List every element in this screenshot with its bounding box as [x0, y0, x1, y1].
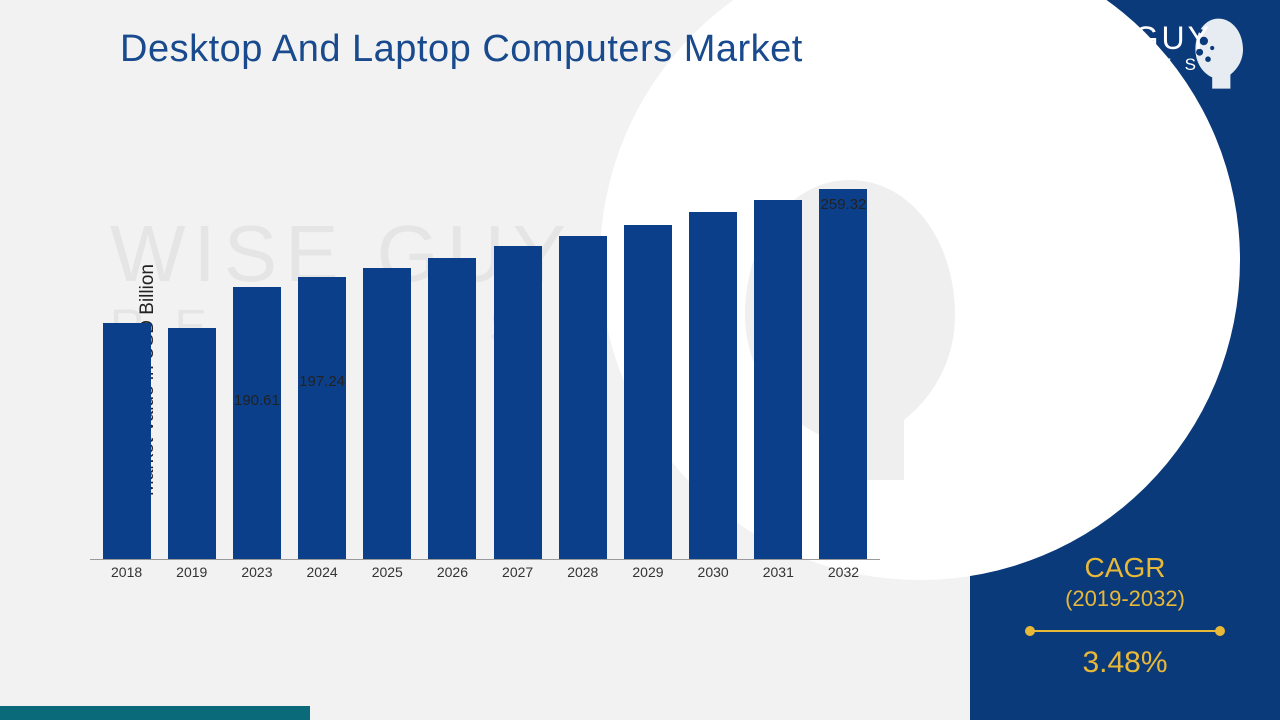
bar — [168, 328, 216, 559]
x-tick-label: 2024 — [290, 564, 355, 580]
bar — [624, 225, 672, 559]
cagr-divider — [1030, 630, 1220, 632]
x-tick-label: 2023 — [224, 564, 289, 580]
plot-region: 190.61 197.24 259.32 — [90, 160, 880, 560]
bar-wrap — [550, 236, 615, 559]
x-tick-label: 2030 — [681, 564, 746, 580]
x-tick-label: 2027 — [485, 564, 550, 580]
bar-wrap — [355, 268, 420, 559]
bar-wrap — [159, 328, 224, 559]
bar-wrap — [485, 246, 550, 559]
cagr-block: CAGR (2019-2032) 3.48% — [1010, 552, 1240, 680]
chart-area: Market Value in USD Billion 190.61197.24… — [60, 160, 880, 600]
x-tick-label: 2018 — [94, 564, 159, 580]
cagr-title: CAGR — [1010, 552, 1240, 584]
bar-wrap: 197.24 — [290, 277, 355, 559]
infographic-canvas: WISE GUY REPORTS Desktop And Laptop Comp… — [0, 0, 1280, 720]
bar — [754, 200, 802, 559]
x-tick-label: 2029 — [615, 564, 680, 580]
x-tick-label: 2032 — [811, 564, 876, 580]
bar — [103, 323, 151, 559]
x-tick-label: 2019 — [159, 564, 224, 580]
bar — [233, 287, 281, 559]
brand-block: WISE GUY REPORTS — [990, 20, 1250, 75]
bar — [689, 212, 737, 559]
bars-container: 190.61 197.24 259.32 — [90, 160, 880, 559]
chart-title: Desktop And Laptop Computers Market — [120, 28, 803, 71]
bar-value-label: 190.61 — [234, 392, 280, 409]
x-tick-label: 2028 — [550, 564, 615, 580]
x-tick-label: 2031 — [746, 564, 811, 580]
x-axis-labels: 2018201920232024202520262027202820292030… — [90, 564, 880, 580]
bar — [494, 246, 542, 559]
bar — [298, 277, 346, 559]
bar-wrap — [681, 212, 746, 559]
cagr-range: (2019-2032) — [1010, 586, 1240, 612]
bar — [819, 189, 867, 559]
cagr-value: 3.48% — [1010, 646, 1240, 680]
x-tick-label: 2025 — [355, 564, 420, 580]
bar-wrap — [420, 258, 485, 559]
bar — [428, 258, 476, 559]
bar-wrap — [94, 323, 159, 559]
bar-wrap — [615, 225, 680, 559]
bar-value-label: 259.32 — [821, 196, 867, 213]
brand-main-text: WISE GUY — [990, 20, 1250, 57]
footer-accent-bar — [0, 706, 310, 720]
bar-wrap: 190.61 — [224, 287, 289, 559]
bar-wrap: 259.32 — [811, 189, 876, 559]
brand-sub-text: REPORTS — [990, 55, 1250, 75]
bar — [559, 236, 607, 559]
bar — [363, 268, 411, 559]
bar-value-label: 197.24 — [299, 373, 345, 390]
bar-wrap — [746, 200, 811, 559]
x-tick-label: 2026 — [420, 564, 485, 580]
